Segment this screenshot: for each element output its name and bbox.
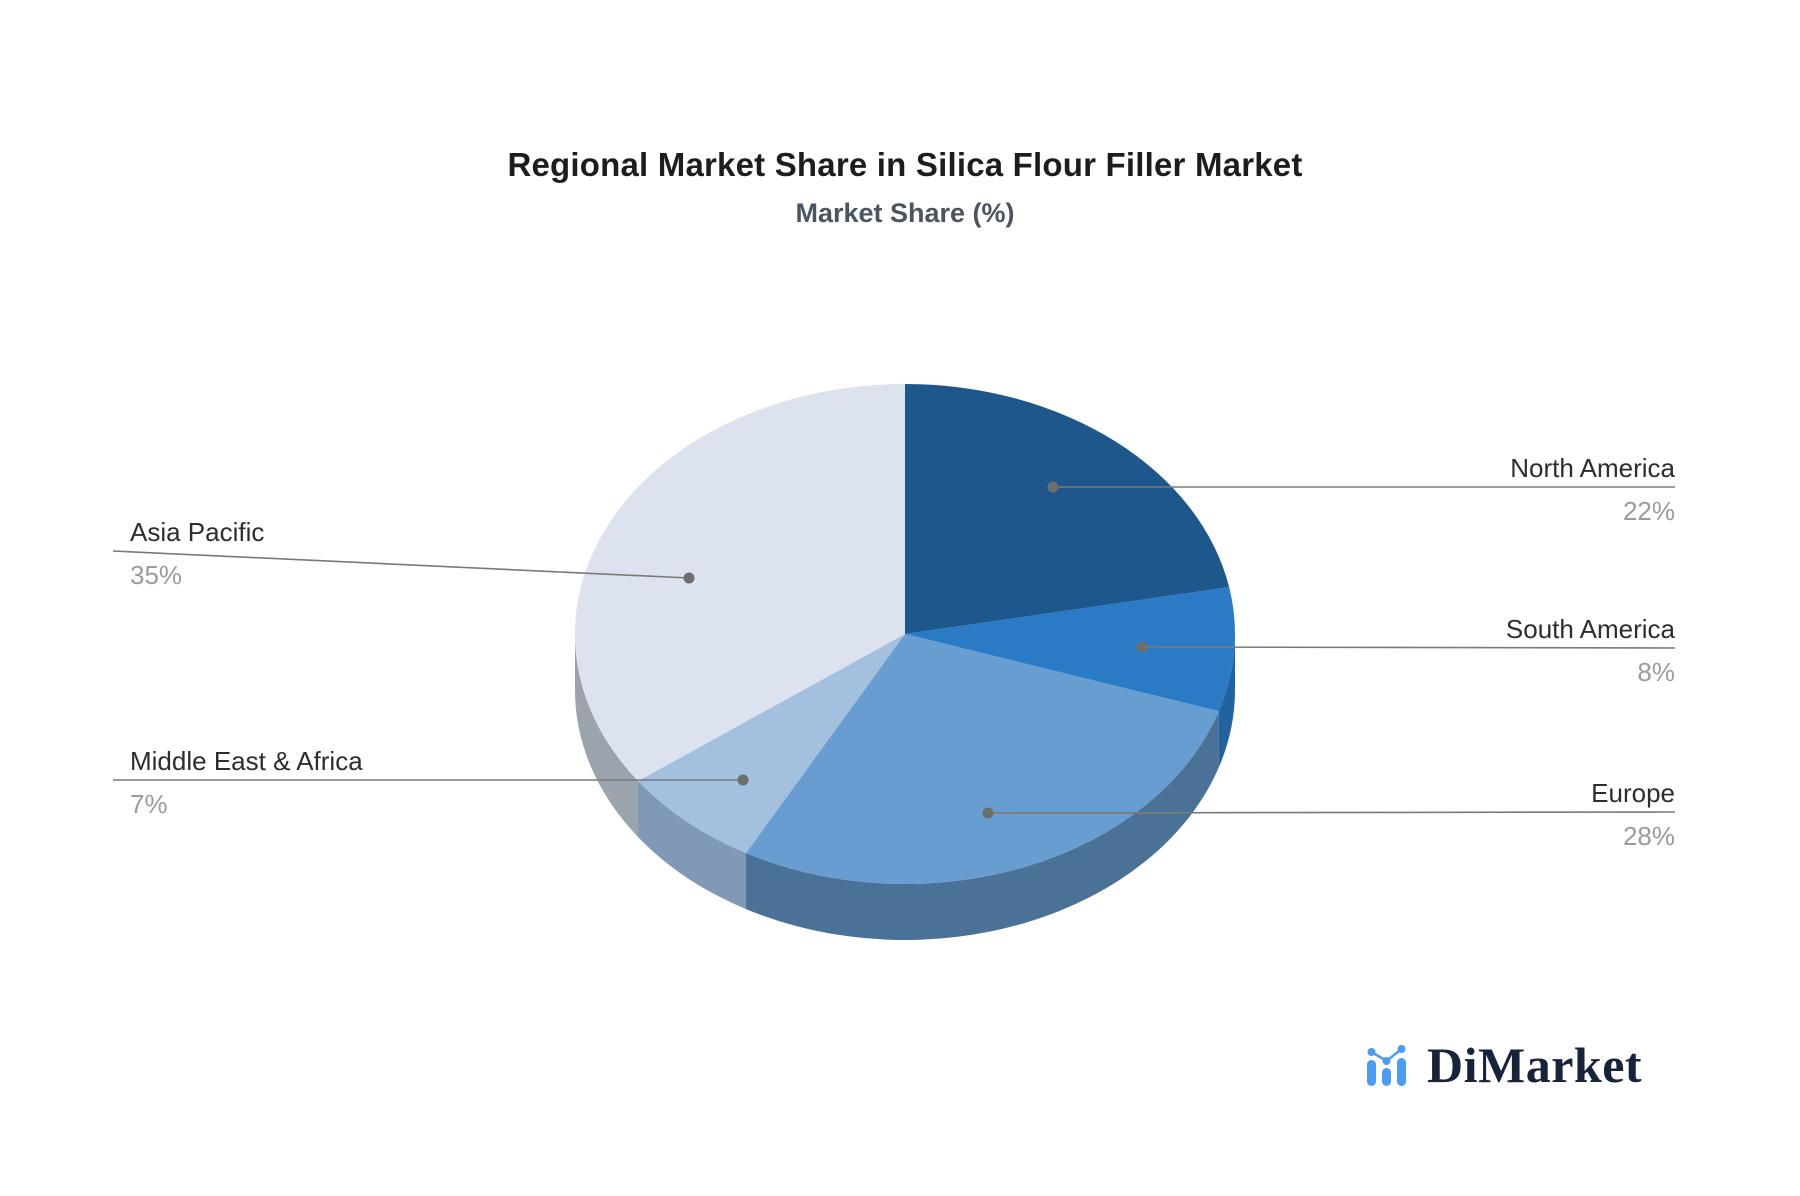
pie-slice-asia-pacific[interactable] (575, 384, 905, 781)
label-connector-line (1141, 646, 1676, 649)
label-connector-line (112, 550, 690, 579)
pie-slice-europe[interactable] (746, 634, 1219, 884)
slice-label-name: North America (1510, 453, 1675, 483)
pie-slice-side-asia-pacific (575, 634, 639, 837)
slice-label-percent: 35% (130, 560, 183, 590)
logo-text: DiMarket (1427, 1037, 1643, 1093)
slice-label-percent: 7% (130, 789, 168, 819)
slice-label-name: Europe (1591, 778, 1675, 808)
bar-line-chart-icon (1367, 1045, 1406, 1086)
slice-label-name: Asia Pacific (130, 517, 265, 547)
pie-slice-middle-east-africa[interactable] (638, 634, 905, 854)
pie-slice-side-south-america (1218, 634, 1235, 768)
label-connector-dot (683, 572, 695, 584)
label-connector-dot (1047, 481, 1059, 493)
label-connector-dot (982, 807, 994, 819)
dimarket-logo: DiMarket (1367, 1040, 1642, 1090)
chart-subtitle: Market Share (%) (795, 198, 1015, 228)
label-connector-dot (1136, 641, 1148, 653)
slice-label-percent: 8% (1637, 657, 1675, 687)
label-connector-dot (737, 774, 749, 786)
chart-title: Regional Market Share in Silica Flour Fi… (507, 146, 1303, 183)
pie-slice-side-europe (746, 711, 1219, 940)
slice-label-percent: 28% (1622, 821, 1675, 851)
label-connector-line (987, 811, 1676, 814)
slice-label-percent: 22% (1622, 496, 1675, 526)
slice-label-name: South America (1505, 614, 1675, 644)
pie-slice-north-america[interactable] (905, 384, 1230, 634)
pie-slice-side-middle-east-africa (638, 780, 747, 910)
pie-slice-south-america[interactable] (905, 587, 1235, 712)
slice-label-name: Middle East & Africa (130, 746, 363, 776)
